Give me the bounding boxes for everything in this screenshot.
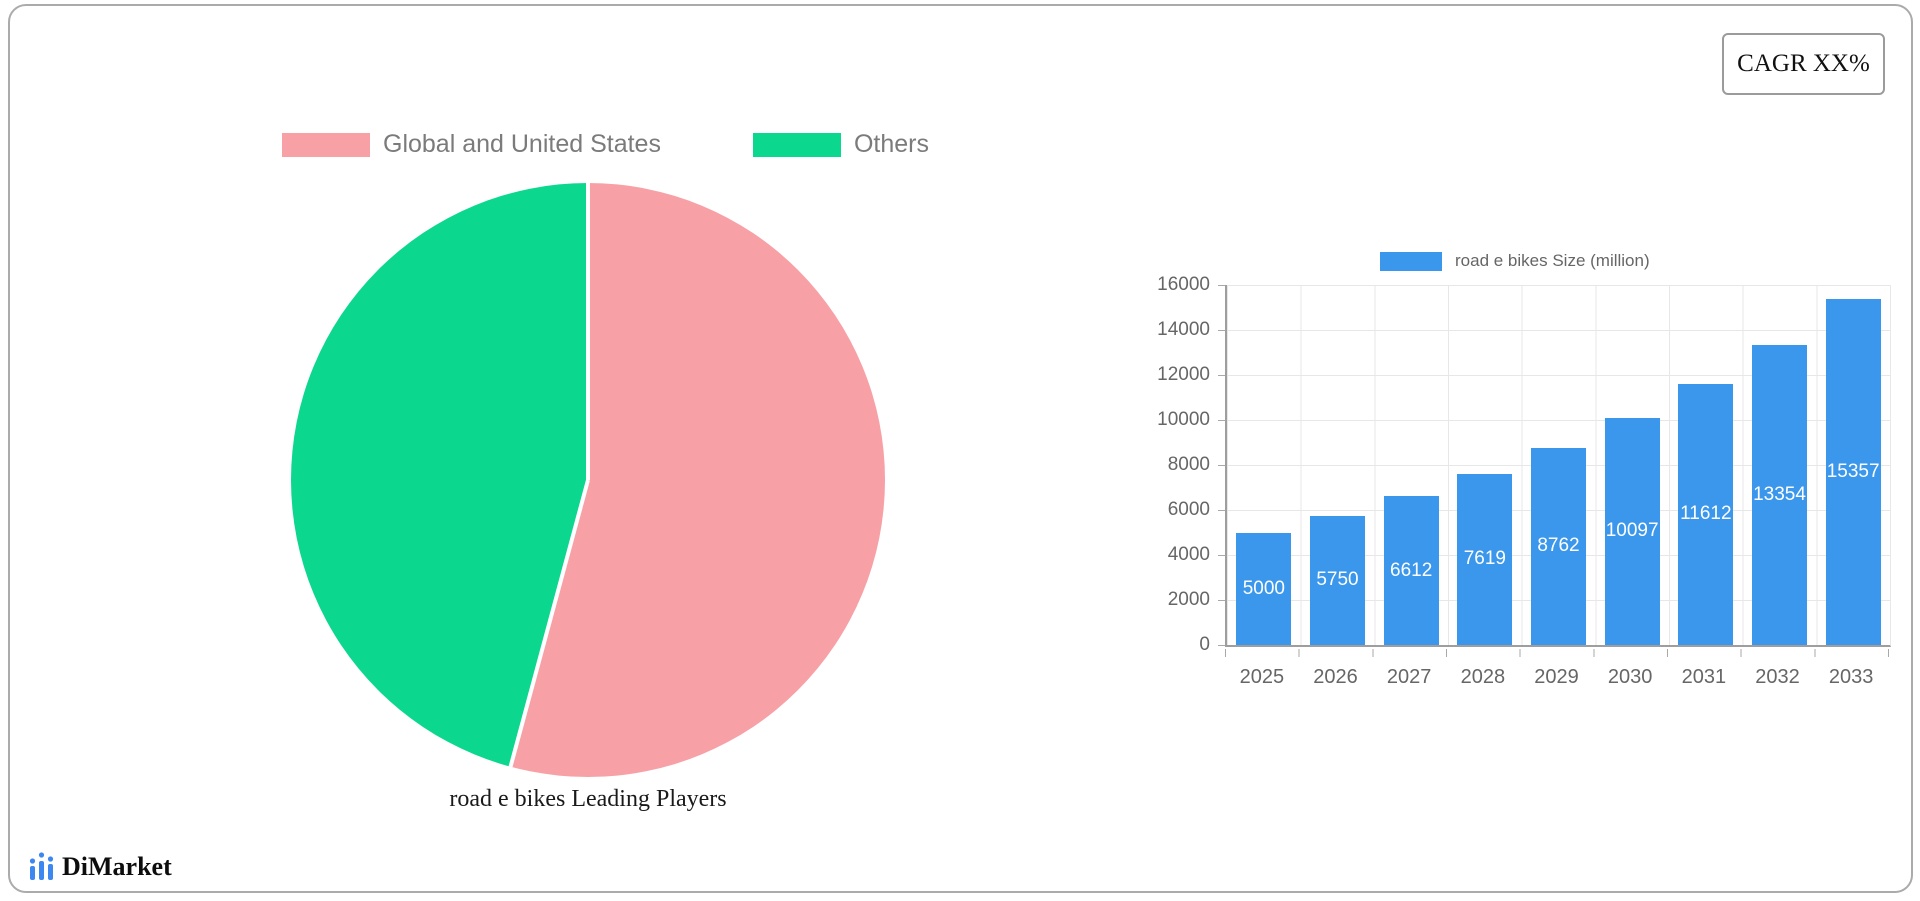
bar-plot-area: 5000 5750 6612 7619 8762 10097 11612 13354 15357 — [1225, 285, 1891, 647]
bar-value-label: 11612 — [1680, 503, 1732, 525]
y-tick-label: 6000 — [1167, 499, 1210, 520]
bar-value-label: 10097 — [1605, 520, 1659, 542]
x-tick-label: 2025 — [1239, 666, 1285, 688]
bar-value-label: 15357 — [1826, 461, 1880, 483]
x-axis-tick-marks — [1225, 649, 1891, 657]
pie-legend: Global and United States Others — [282, 130, 929, 159]
y-axis-labels: 16000 14000 12000 10000 8000 6000 4000 2000 0 — [1130, 274, 1210, 655]
bar-value-label: 5750 — [1316, 569, 1359, 591]
x-tick-label: 2030 — [1607, 666, 1653, 688]
pie-legend-item-global[interactable]: Global and United States — [282, 130, 661, 159]
brand-logo-text: DiMarket — [62, 852, 172, 881]
y-tick-label: 10000 — [1157, 409, 1210, 430]
y-tick-label: 16000 — [1157, 274, 1210, 295]
pie-legend-swatch-global — [282, 132, 370, 157]
x-tick-label: 2029 — [1534, 666, 1579, 688]
bar-legend-swatch — [1380, 251, 1442, 271]
x-tick-label: 2033 — [1828, 666, 1874, 688]
bar-value-label: 8762 — [1537, 535, 1580, 557]
x-tick-label: 2032 — [1755, 666, 1800, 688]
x-tick-label: 2027 — [1386, 666, 1432, 688]
x-tick-label: 2031 — [1681, 666, 1727, 688]
pie-legend-label-global: Global and United States — [383, 130, 661, 158]
bar-value-label: 6612 — [1390, 559, 1433, 581]
y-tick-label: 14000 — [1157, 319, 1210, 340]
pie-legend-label-others: Others — [853, 130, 929, 158]
pie-legend-swatch-others — [752, 132, 841, 157]
bar-2029: 8762 — [1531, 447, 1586, 645]
x-tick-label: 2028 — [1460, 666, 1506, 688]
y-tick-label: 12000 — [1157, 364, 1210, 385]
bar-2025: 5000 — [1236, 532, 1292, 645]
y-axis-tick-marks — [1218, 285, 1225, 646]
pie-divider-bottom — [508, 479, 590, 768]
y-tick-label: 2000 — [1167, 589, 1210, 610]
pie-title: road e bikes Leading Players — [449, 786, 727, 812]
pie-chart — [291, 183, 885, 777]
x-axis-labels: 2025 2026 2027 2028 2029 2030 2031 2032 2033 — [1225, 666, 1891, 692]
bar-2033: 15357 — [1825, 299, 1881, 645]
bar-legend-label: road e bikes Size (million) — [1455, 251, 1650, 270]
bar-2031: 11612 — [1678, 383, 1734, 645]
y-tick-label: 8000 — [1167, 454, 1210, 475]
bar-2032: 13354 — [1752, 344, 1807, 645]
cagr-label: CAGR XX% — [1737, 50, 1870, 77]
brand-logo[interactable]: DiMarket — [28, 851, 172, 881]
pie-legend-item-others[interactable]: Others — [752, 130, 929, 159]
bar-2030: 10097 — [1604, 417, 1660, 645]
x-tick-label: 2026 — [1313, 666, 1358, 688]
cagr-box: CAGR XX% — [1722, 33, 1885, 95]
bar-2026: 5750 — [1310, 515, 1365, 645]
y-tick-label: 4000 — [1167, 544, 1210, 565]
pie-divider-top — [586, 183, 590, 480]
bar-legend[interactable]: road e bikes Size (million) — [1380, 251, 1650, 271]
y-tick-label: 0 — [1199, 634, 1210, 655]
bar-value-label: 13354 — [1753, 483, 1806, 505]
bar-chart-icon — [29, 852, 54, 880]
bar-value-label: 7619 — [1463, 548, 1506, 570]
bar-value-label: 5000 — [1242, 577, 1285, 599]
bar-2028: 7619 — [1457, 473, 1513, 645]
bar-2027: 6612 — [1383, 496, 1439, 645]
